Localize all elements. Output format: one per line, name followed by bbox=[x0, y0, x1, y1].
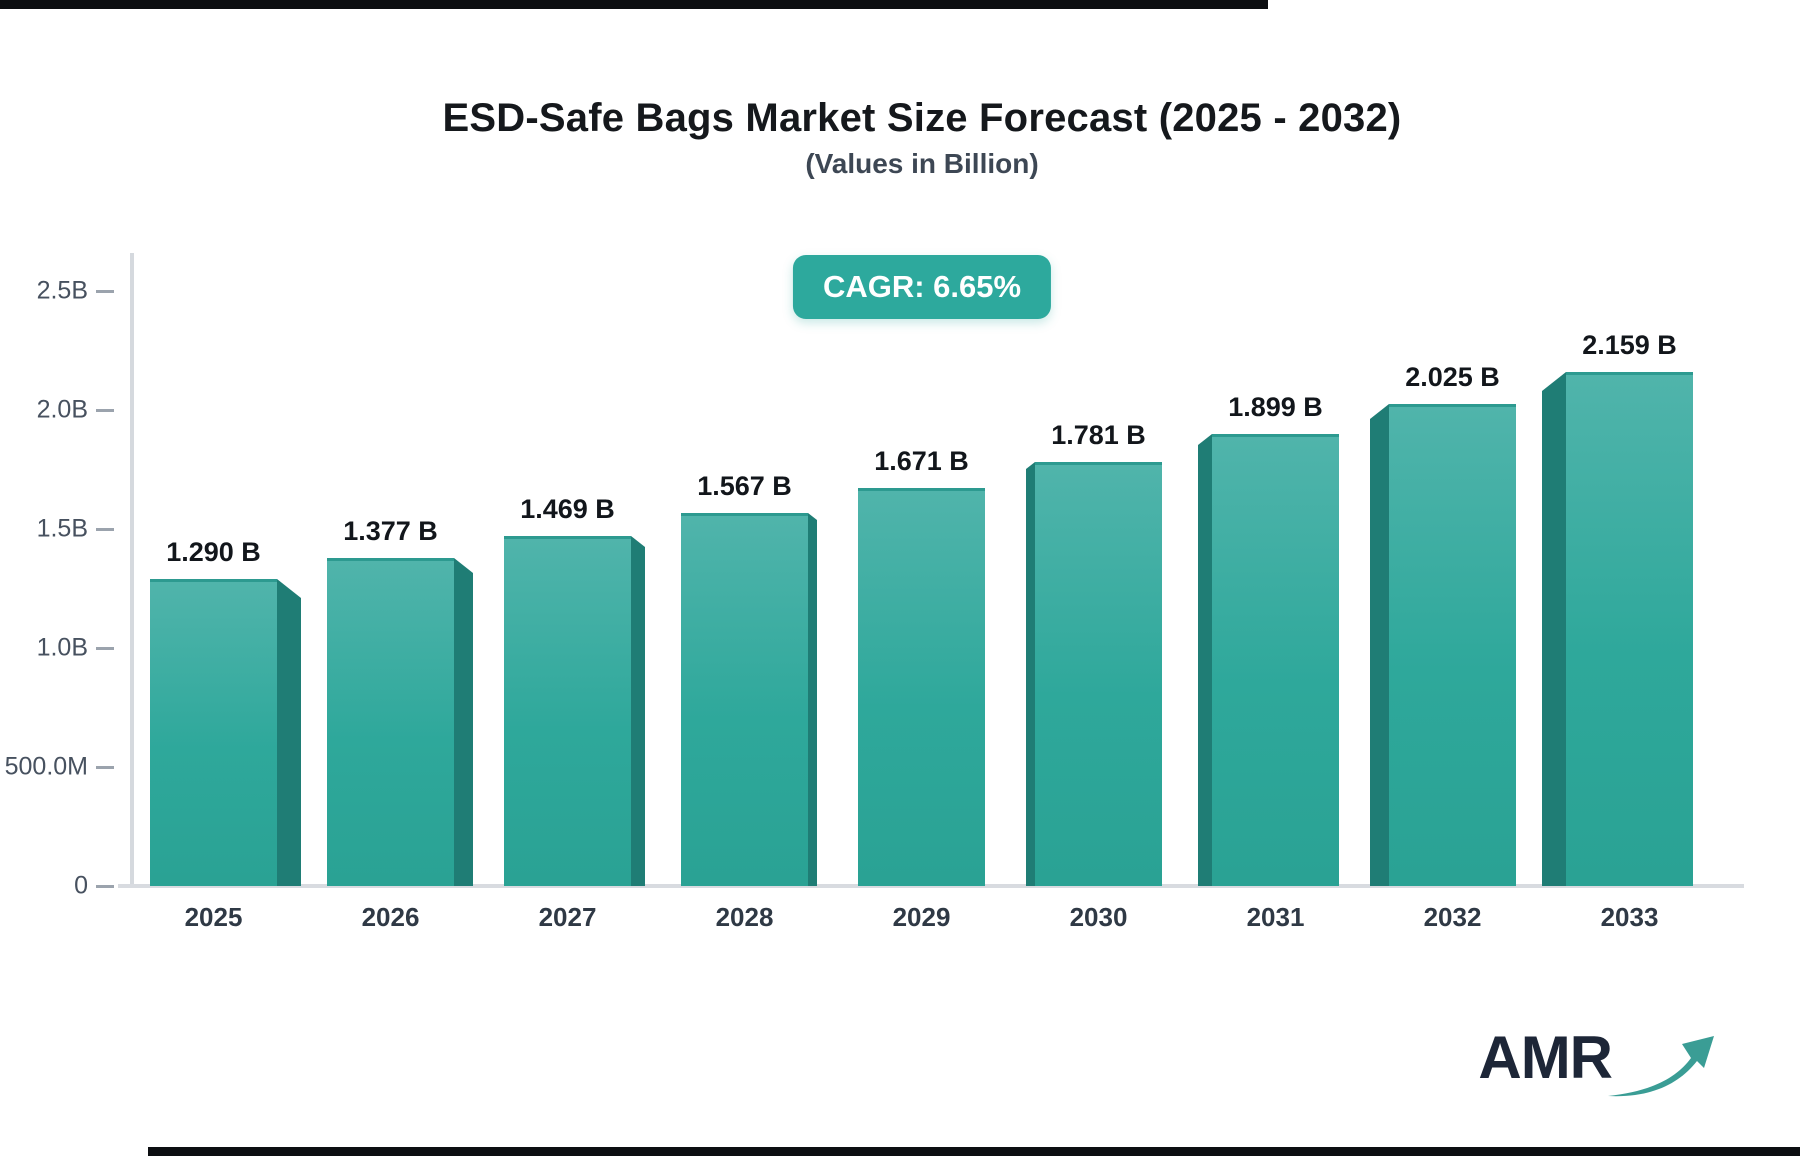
y-axis-line bbox=[130, 253, 134, 886]
bar-2029 bbox=[858, 488, 985, 886]
x-axis-label-2032: 2032 bbox=[1423, 902, 1482, 932]
y-tick-500.0M bbox=[96, 766, 114, 769]
x-axis-label-2028: 2028 bbox=[715, 902, 774, 932]
bar-2025 bbox=[150, 579, 277, 886]
bar-side-2028 bbox=[808, 513, 817, 886]
y-tick-label: 2.0B bbox=[36, 395, 88, 424]
bar-value-label-2025: 1.290 B bbox=[166, 537, 261, 567]
cagr-badge: CAGR: 6.65% bbox=[792, 255, 1052, 319]
y-tick-label: 1.0B bbox=[36, 633, 88, 662]
bar-value-label-2033: 2.159 B bbox=[1582, 330, 1677, 360]
x-axis-label-2025: 2025 bbox=[184, 902, 243, 932]
chart-title: ESD-Safe Bags Market Size Forecast (2025… bbox=[442, 96, 1402, 140]
bar-value-label-2032: 2.025 B bbox=[1405, 362, 1500, 392]
x-axis-label-2033: 2033 bbox=[1600, 902, 1659, 932]
bar-2031 bbox=[1212, 434, 1339, 886]
bar-2033 bbox=[1566, 372, 1693, 886]
growth-arrow-icon bbox=[1608, 1036, 1714, 1097]
x-axis-label-2031: 2031 bbox=[1246, 902, 1305, 932]
amr-logo-text: AMR bbox=[1478, 1024, 1613, 1091]
y-tick-label: 2.5B bbox=[36, 276, 88, 305]
amr-logo: AMR bbox=[1478, 1028, 1718, 1104]
x-axis-label-2027: 2027 bbox=[538, 902, 597, 932]
x-axis-label-2029: 2029 bbox=[892, 902, 951, 932]
bar-2032 bbox=[1389, 404, 1516, 886]
bar-side-2025 bbox=[277, 579, 301, 886]
y-tick-1.0B bbox=[96, 647, 114, 650]
bar-value-label-2030: 1.781 B bbox=[1051, 420, 1146, 450]
bar-2028 bbox=[681, 513, 808, 886]
bar-value-label-2029: 1.671 B bbox=[874, 446, 969, 476]
y-tick-label: 1.5B bbox=[36, 514, 88, 543]
y-tick-2.0B bbox=[96, 409, 114, 412]
bar-value-label-2026: 1.377 B bbox=[343, 516, 438, 546]
x-axis-label-2030: 2030 bbox=[1069, 902, 1128, 932]
bottom-border-strip bbox=[148, 1147, 1800, 1156]
x-axis-baseline bbox=[118, 884, 1744, 888]
bar-2027 bbox=[504, 536, 631, 886]
y-tick-0 bbox=[96, 885, 114, 888]
bar-side-2032 bbox=[1370, 404, 1389, 886]
x-axis-label-2026: 2026 bbox=[361, 902, 420, 932]
bar-side-2027 bbox=[631, 536, 645, 886]
bar-2030 bbox=[1035, 462, 1162, 886]
bar-value-label-2027: 1.469 B bbox=[520, 494, 615, 524]
bar-side-2030 bbox=[1026, 462, 1035, 886]
bar-value-label-2028: 1.567 B bbox=[697, 471, 792, 501]
bar-side-2031 bbox=[1198, 434, 1212, 886]
top-border-strip bbox=[0, 0, 1268, 9]
bar-side-2033 bbox=[1542, 372, 1566, 886]
bar-2026 bbox=[327, 558, 454, 886]
y-tick-label: 500.0M bbox=[4, 752, 88, 781]
y-tick-1.5B bbox=[96, 528, 114, 531]
y-tick-2.5B bbox=[96, 290, 114, 293]
y-tick-label: 0 bbox=[74, 871, 88, 900]
bar-side-2026 bbox=[454, 558, 473, 886]
bar-value-label-2031: 1.899 B bbox=[1228, 392, 1323, 422]
chart-subtitle: (Values in Billion) bbox=[805, 148, 1039, 179]
